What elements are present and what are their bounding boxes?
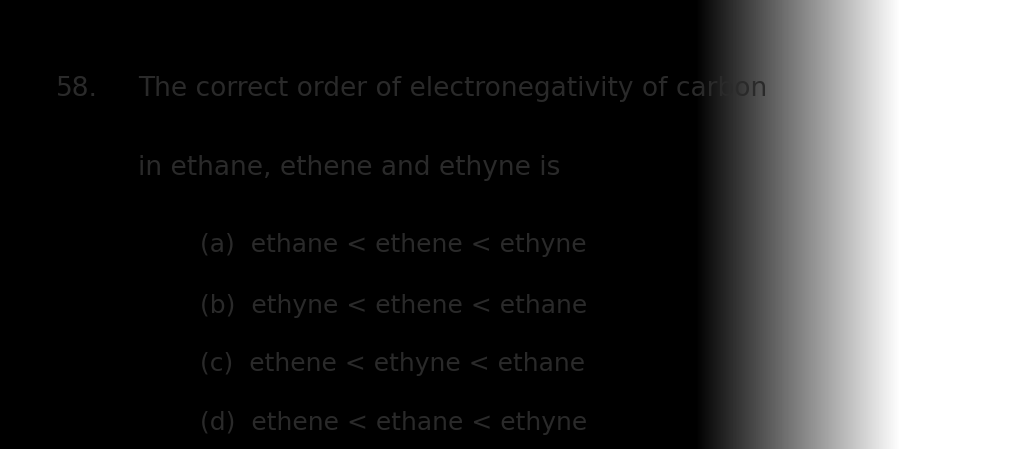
Text: (c)  ethene < ethyne < ethane: (c) ethene < ethyne < ethane — [200, 352, 585, 376]
Text: 58.: 58. — [56, 76, 98, 102]
Text: The correct order of electronegativity of carbon: The correct order of electronegativity o… — [138, 76, 768, 102]
Text: (a)  ethane < ethene < ethyne: (a) ethane < ethene < ethyne — [200, 233, 587, 257]
Text: in ethane, ethene and ethyne is: in ethane, ethene and ethyne is — [138, 155, 560, 181]
Text: (b)  ethyne < ethene < ethane: (b) ethyne < ethene < ethane — [200, 294, 587, 318]
Text: (d)  ethene < ethane < ethyne: (d) ethene < ethane < ethyne — [200, 411, 587, 435]
